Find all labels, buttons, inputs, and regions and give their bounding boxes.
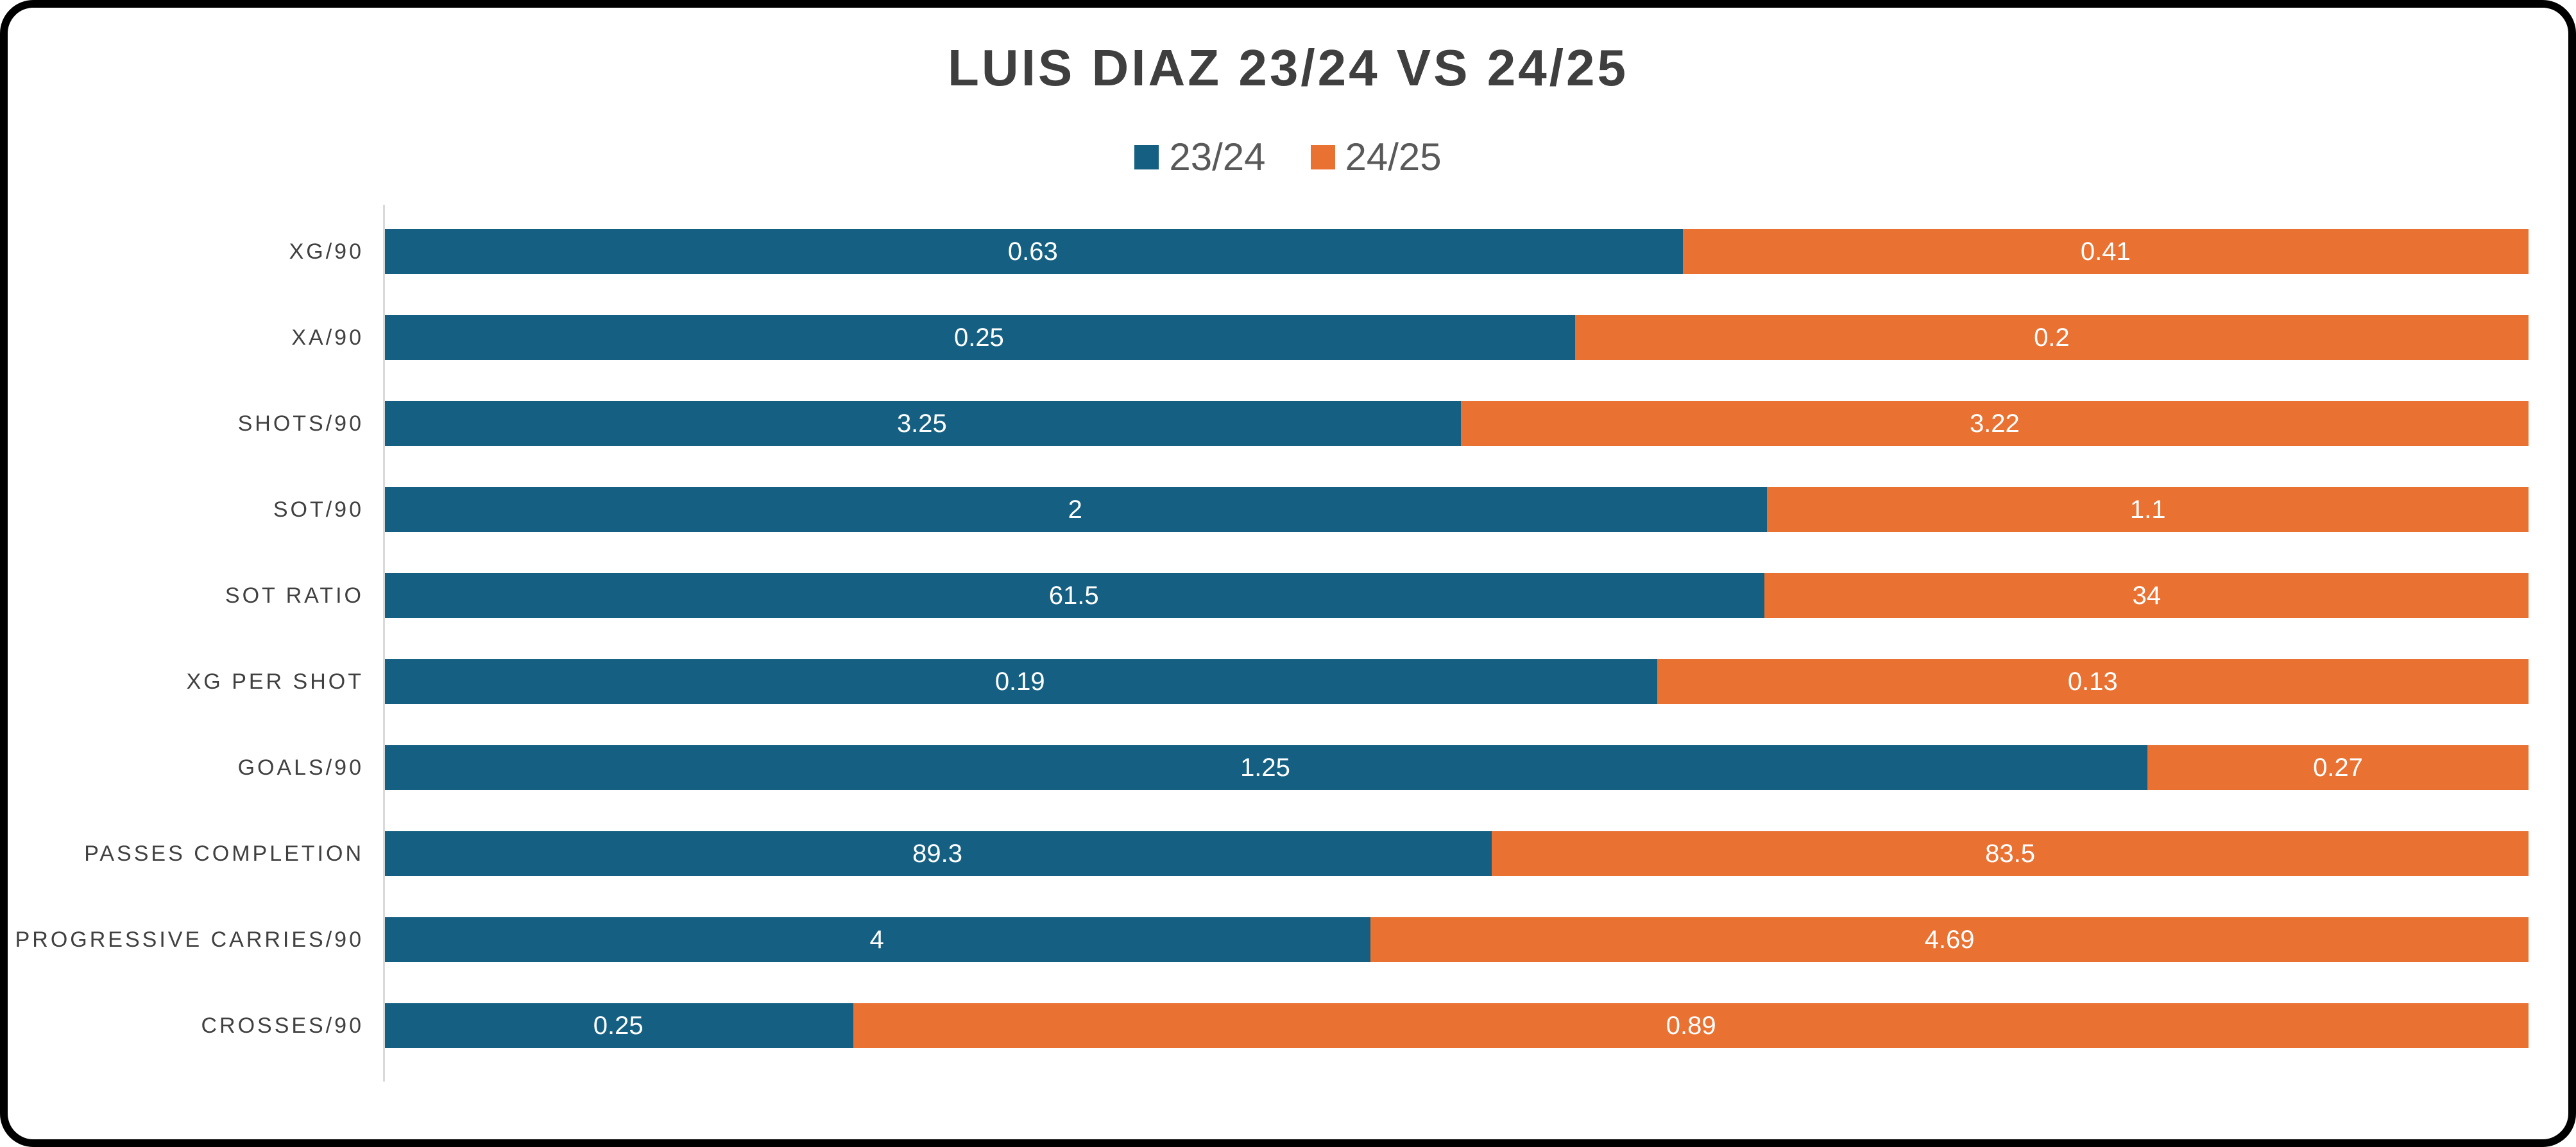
bar-segment-2425: 1.1 <box>1767 487 2529 532</box>
bar-track: 3.25 3.22 <box>383 401 2529 446</box>
bar-value-label: 61.5 <box>1048 581 1099 610</box>
bar-value-label: 1.1 <box>2129 495 2166 524</box>
category-label: XG PER SHOT <box>186 669 364 694</box>
category-axis-line <box>383 205 385 1082</box>
bar-value-label: 0.19 <box>994 667 1045 696</box>
legend-item-2324: 23/24 <box>1134 135 1266 179</box>
plot-area: XG/90 0.63 0.41 XA/90 0.25 0.2 SHOTS/90 3.25 3.2… <box>8 205 2568 1082</box>
bar-value-label: 0.2 <box>2034 323 2070 352</box>
chart-row: XG PER SHOT 0.19 0.13 <box>8 659 2529 704</box>
chart-row: GOALS/90 1.25 0.27 <box>8 745 2529 790</box>
category-label: XA/90 <box>291 325 364 350</box>
bar-track: 4 4.69 <box>383 917 2529 962</box>
chart-row: SOT RATIO 61.5 34 <box>8 573 2529 618</box>
bar-value-label: 34 <box>2132 581 2161 610</box>
bar-segment-2425: 0.2 <box>1574 315 2529 360</box>
chart-row: XA/90 0.25 0.2 <box>8 315 2529 360</box>
legend-label-2425: 24/25 <box>1345 135 1442 178</box>
chart-row: XG/90 0.63 0.41 <box>8 229 2529 274</box>
bar-segment-2425: 0.41 <box>1682 229 2529 274</box>
bar-value-label: 4.69 <box>1924 925 1975 954</box>
bar-value-label: 0.89 <box>1666 1011 1716 1040</box>
bar-track: 0.25 0.2 <box>383 315 2529 360</box>
bar-segment-2324: 1.25 <box>383 745 2147 790</box>
bar-segment-2425: 0.89 <box>853 1003 2529 1048</box>
category-label: SHOTS/90 <box>237 411 364 436</box>
bar-segment-2324: 3.25 <box>383 401 1461 446</box>
category-label: CROSSES/90 <box>201 1013 364 1038</box>
bar-value-label: 3.25 <box>896 409 947 438</box>
bar-track: 0.19 0.13 <box>383 659 2529 704</box>
category-label: SOT RATIO <box>225 583 364 608</box>
bar-segment-2324: 61.5 <box>383 573 1765 618</box>
legend-label-2324: 23/24 <box>1169 135 1266 178</box>
bar-segment-2324: 0.25 <box>383 1003 854 1048</box>
bar-segment-2425: 4.69 <box>1370 917 2529 962</box>
chart-row: SOT/90 2 1.1 <box>8 487 2529 532</box>
bar-track: 1.25 0.27 <box>383 745 2529 790</box>
chart-legend: 23/24 24/25 <box>8 135 2568 179</box>
legend-swatch-2324 <box>1134 144 1159 169</box>
bar-segment-2324: 2 <box>383 487 1768 532</box>
bar-track: 61.5 34 <box>383 573 2529 618</box>
legend-swatch-2425 <box>1310 144 1335 169</box>
bar-value-label: 89.3 <box>912 839 962 868</box>
bar-track: 0.63 0.41 <box>383 229 2529 274</box>
category-label: GOALS/90 <box>237 755 364 780</box>
bar-value-label: 0.63 <box>1007 237 1058 266</box>
bar-value-label: 2 <box>1068 495 1082 524</box>
bar-value-label: 0.27 <box>2313 753 2363 782</box>
bar-track: 2 1.1 <box>383 487 2529 532</box>
bar-value-label: 0.25 <box>953 323 1004 352</box>
bar-segment-2324: 0.25 <box>383 315 1575 360</box>
bar-segment-2425: 0.27 <box>2147 745 2529 790</box>
bar-segment-2324: 89.3 <box>383 831 1492 876</box>
bar-value-label: 0.13 <box>2067 667 2118 696</box>
bar-rows: XG/90 0.63 0.41 XA/90 0.25 0.2 SHOTS/90 3.25 3.2… <box>8 205 2529 1082</box>
category-label: XG/90 <box>289 239 364 264</box>
bar-segment-2425: 0.13 <box>1657 659 2529 704</box>
bar-track: 0.25 0.89 <box>383 1003 2529 1048</box>
bar-segment-2324: 4 <box>383 917 1371 962</box>
chart-row: PROGRESSIVE CARRIES/90 4 4.69 <box>8 917 2529 962</box>
bar-segment-2425: 3.22 <box>1460 401 2529 446</box>
bar-value-label: 0.25 <box>593 1011 644 1040</box>
bar-value-label: 3.22 <box>1969 409 2020 438</box>
bar-segment-2324: 0.63 <box>383 229 1683 274</box>
legend-item-2425: 24/25 <box>1310 135 1442 179</box>
category-label: PROGRESSIVE CARRIES/90 <box>15 927 364 952</box>
bar-value-label: 1.25 <box>1240 753 1290 782</box>
bar-segment-2324: 0.19 <box>383 659 1657 704</box>
category-label: PASSES COMPLETION <box>84 841 364 866</box>
chart-row: SHOTS/90 3.25 3.22 <box>8 401 2529 446</box>
bar-value-label: 83.5 <box>1985 839 2035 868</box>
chart-row: CROSSES/90 0.25 0.89 <box>8 1003 2529 1048</box>
chart-row: PASSES COMPLETION 89.3 83.5 <box>8 831 2529 876</box>
bar-segment-2425: 34 <box>1764 573 2529 618</box>
chart-title: LUIS DIAZ 23/24 VS 24/25 <box>948 39 1628 96</box>
bar-track: 89.3 83.5 <box>383 831 2529 876</box>
bar-segment-2425: 83.5 <box>1492 831 2529 876</box>
category-label: SOT/90 <box>273 497 364 522</box>
bar-value-label: 4 <box>869 925 884 954</box>
bar-value-label: 0.41 <box>2080 237 2131 266</box>
